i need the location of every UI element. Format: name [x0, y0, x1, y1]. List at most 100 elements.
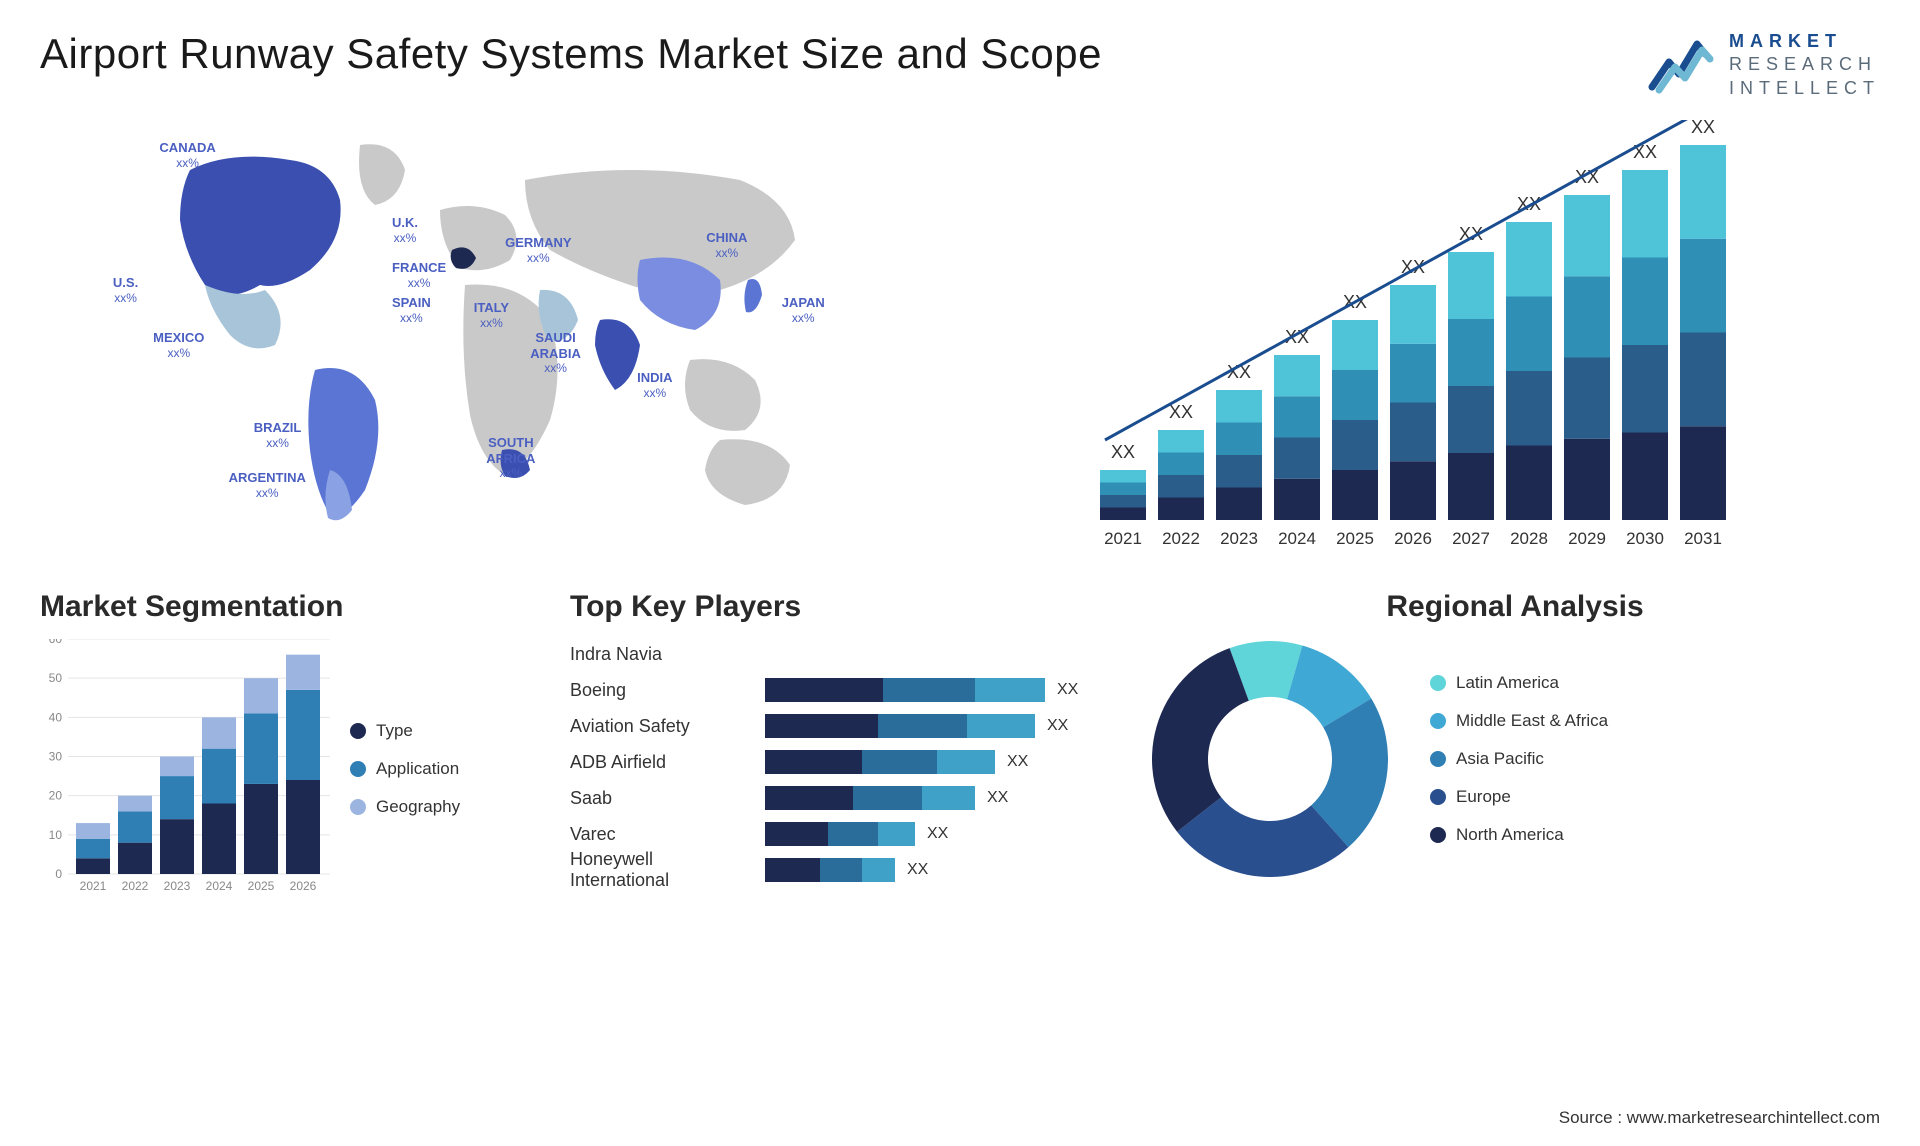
player-bar-segment [862, 750, 938, 774]
player-bar-segment [765, 786, 853, 810]
bar-segment [1332, 420, 1378, 470]
player-bar [765, 678, 1045, 702]
player-bar-segment [878, 714, 967, 738]
bar-segment [1506, 222, 1552, 297]
bar-segment [1564, 276, 1610, 357]
bar-segment [1680, 426, 1726, 520]
seg-bar-segment [76, 859, 110, 875]
page-title: Airport Runway Safety Systems Market Siz… [40, 30, 1102, 78]
legend-dot-icon [350, 723, 366, 739]
player-bar-segment [765, 858, 820, 882]
legend-item: Middle East & Africa [1430, 711, 1608, 731]
seg-bar-segment [244, 678, 278, 713]
map-label: SPAINxx% [392, 295, 431, 325]
legend-label: Middle East & Africa [1456, 711, 1608, 731]
bar-year-label: 2022 [1162, 529, 1200, 548]
svg-text:30: 30 [49, 750, 63, 764]
bar-segment [1100, 508, 1146, 521]
bar-year-label: 2025 [1336, 529, 1374, 548]
player-bar-segment [828, 822, 878, 846]
bar-segment [1158, 430, 1204, 453]
player-name: Saab [570, 788, 750, 809]
map-label: FRANCExx% [392, 260, 446, 290]
player-value-label: XX [1057, 681, 1078, 699]
legend-dot-icon [350, 761, 366, 777]
legend-dot-icon [1430, 827, 1446, 843]
player-value-label: XX [987, 789, 1008, 807]
bar-segment [1100, 470, 1146, 483]
bar-segment [1158, 475, 1204, 498]
legend-label: Latin America [1456, 673, 1559, 693]
svg-text:0: 0 [55, 867, 62, 881]
bar-year-label: 2027 [1452, 529, 1490, 548]
svg-text:2023: 2023 [164, 879, 191, 893]
map-label: U.K.xx% [392, 215, 418, 245]
player-row: Indra Navia [570, 639, 1100, 669]
legend-item: Latin America [1430, 673, 1608, 693]
seg-bar-segment [244, 784, 278, 874]
map-label: MEXICOxx% [153, 330, 204, 360]
seg-bar-segment [202, 718, 236, 749]
player-bar [765, 822, 915, 846]
player-bar-segment [975, 678, 1045, 702]
legend-item: North America [1430, 825, 1608, 845]
legend-label: Application [376, 759, 459, 779]
map-label: ITALYxx% [474, 300, 509, 330]
bar-segment [1100, 495, 1146, 508]
player-value-label: XX [907, 861, 928, 879]
bar-year-label: 2021 [1104, 529, 1142, 548]
svg-text:40: 40 [49, 711, 63, 725]
player-bar-segment [967, 714, 1035, 738]
market-size-chart: XX2021XX2022XX2023XX2024XX2025XX2026XX20… [980, 120, 1880, 550]
bar-segment [1622, 170, 1668, 258]
segmentation-legend: TypeApplicationGeography [350, 721, 460, 817]
seg-bar-segment [160, 819, 194, 874]
seg-bar-segment [118, 843, 152, 874]
player-name: Boeing [570, 680, 750, 701]
legend-label: Europe [1456, 787, 1511, 807]
player-name: ADB Airfield [570, 752, 750, 773]
legend-dot-icon [1430, 713, 1446, 729]
player-name: Honeywell International [570, 849, 750, 891]
player-bar-segment [937, 750, 995, 774]
player-bar [765, 858, 895, 882]
bar-segment [1274, 355, 1320, 396]
seg-bar-segment [286, 655, 320, 690]
bar-year-label: 2030 [1626, 529, 1664, 548]
player-bar-segment [765, 822, 828, 846]
bar-segment [1332, 320, 1378, 370]
svg-text:50: 50 [49, 671, 63, 685]
svg-text:2024: 2024 [206, 879, 233, 893]
player-bar [765, 714, 1035, 738]
player-bar-segment [862, 858, 895, 882]
player-row: Saab XX [570, 783, 1100, 813]
player-value-label: XX [927, 825, 948, 843]
seg-bar-segment [76, 823, 110, 839]
bar-segment [1622, 258, 1668, 346]
bar-segment [1100, 483, 1146, 496]
player-bar [765, 786, 975, 810]
map-label: CHINAxx% [706, 230, 747, 260]
map-label: SAUDIARABIAxx% [530, 330, 581, 376]
map-label: JAPANxx% [782, 295, 825, 325]
player-name: Varec [570, 824, 750, 845]
svg-text:2026: 2026 [290, 879, 317, 893]
bar-segment [1622, 345, 1668, 433]
player-row: Boeing XX [570, 675, 1100, 705]
seg-bar-segment [202, 804, 236, 875]
player-bar-segment [878, 822, 916, 846]
bar-year-label: 2028 [1510, 529, 1548, 548]
legend-label: Geography [376, 797, 460, 817]
svg-text:2022: 2022 [122, 879, 149, 893]
bar-segment [1216, 488, 1262, 521]
bar-segment [1274, 438, 1320, 479]
legend-label: Asia Pacific [1456, 749, 1544, 769]
bar-segment [1216, 390, 1262, 423]
bar-segment [1216, 423, 1262, 456]
brand-logo: MARKET RESEARCH INTELLECT [1647, 30, 1880, 100]
bar-segment [1564, 195, 1610, 276]
map-label: CANADAxx% [159, 140, 215, 170]
logo-line3: INTELLECT [1729, 77, 1880, 100]
regional-title: Regional Analysis [1150, 590, 1880, 624]
seg-bar-segment [286, 780, 320, 874]
